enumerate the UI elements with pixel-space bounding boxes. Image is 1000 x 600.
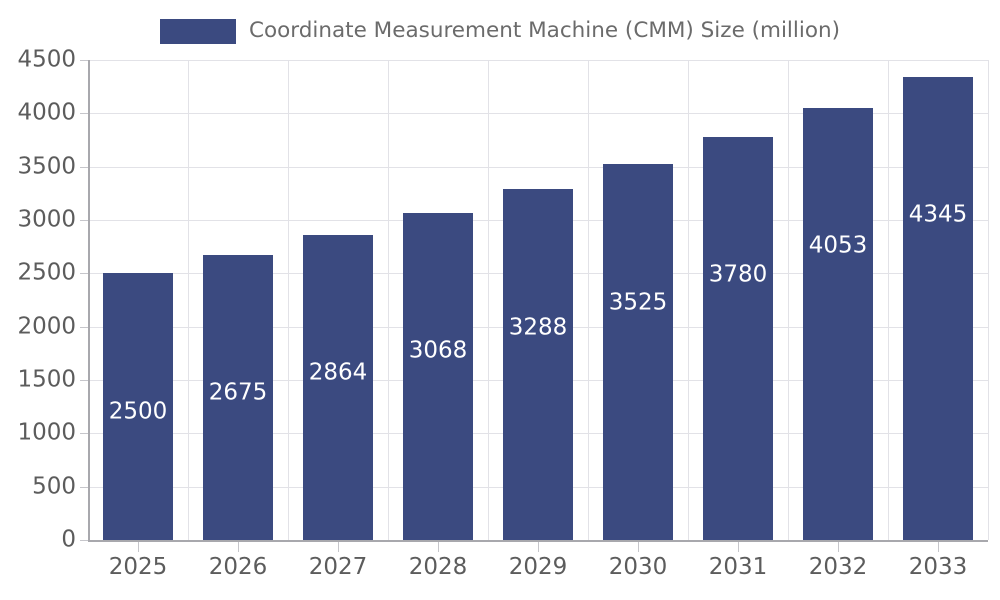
y-axis-tick-label: 2500 xyxy=(17,259,76,286)
bar-value-label: 4345 xyxy=(908,201,968,228)
y-axis-tick-label: 4000 xyxy=(17,99,76,126)
y-axis-tick-label: 3000 xyxy=(17,206,76,233)
bar-value-label: 2500 xyxy=(108,398,168,425)
y-axis-spine xyxy=(88,60,90,541)
y-axis-tick-mark xyxy=(80,60,88,61)
bar[interactable] xyxy=(703,136,773,540)
x-axis-tick-mark xyxy=(238,542,239,552)
x-axis-tick-label: 2029 xyxy=(508,554,568,580)
y-axis-tick-label: 4500 xyxy=(17,46,76,73)
gridline-vertical xyxy=(688,60,689,540)
bar-value-label: 2675 xyxy=(208,379,268,406)
gridline-horizontal xyxy=(88,60,988,61)
y-axis-labels: 0 500 1000 1500 2000 2500 3000 3500 4000 4500 xyxy=(0,0,76,600)
bar-value-label: 3068 xyxy=(408,337,468,364)
x-axis-tick-mark xyxy=(738,542,739,552)
gridline-vertical xyxy=(788,60,789,540)
gridline-vertical xyxy=(288,60,289,540)
gridline-vertical xyxy=(188,60,189,540)
gridline-horizontal xyxy=(88,166,988,168)
plot-area: 2500 2675 2864 3068 3288 3525 3780 4053 4345 xyxy=(88,60,989,541)
legend-item-cmm-size[interactable]: Coordinate Measurement Machine (CMM) Siz… xyxy=(159,18,841,44)
x-axis-spine xyxy=(88,540,988,542)
bar[interactable] xyxy=(903,76,973,540)
x-axis-tick-mark xyxy=(538,542,539,552)
bar[interactable] xyxy=(403,212,473,540)
bar-value-label: 2864 xyxy=(308,359,368,386)
x-axis-tick-mark xyxy=(438,542,439,552)
y-axis-tick-mark xyxy=(80,273,88,275)
x-axis-tick-label: 2028 xyxy=(408,554,468,580)
x-axis-tick-mark xyxy=(938,542,939,552)
y-axis-tick-label: 0 xyxy=(61,526,76,553)
x-axis-tick-label: 2032 xyxy=(808,554,868,580)
gridline-vertical xyxy=(888,60,889,540)
y-axis-tick-mark xyxy=(80,166,88,168)
x-axis-tick-label: 2026 xyxy=(208,554,268,580)
y-axis-tick-label: 500 xyxy=(32,473,76,500)
y-axis-tick-mark xyxy=(80,486,88,488)
y-axis-tick-label: 2000 xyxy=(17,313,76,340)
legend-swatch-icon xyxy=(159,18,236,44)
x-axis-tick-mark xyxy=(638,542,639,552)
x-axis-tick-label: 2025 xyxy=(108,554,168,580)
y-axis-tick-label: 1500 xyxy=(17,366,76,393)
gridline-vertical xyxy=(588,60,589,540)
y-axis-tick-mark xyxy=(80,326,88,328)
y-axis-tick-mark xyxy=(80,113,88,115)
x-axis-tick-label: 2030 xyxy=(608,554,668,580)
y-axis-tick-mark xyxy=(80,380,88,381)
bar[interactable] xyxy=(203,254,273,540)
bar[interactable] xyxy=(503,189,573,540)
y-axis-tick-label: 1000 xyxy=(17,419,76,446)
x-axis-tick-mark xyxy=(838,542,839,552)
bar[interactable] xyxy=(603,164,673,540)
gridline-vertical xyxy=(488,60,489,540)
x-axis-tick-label: 2027 xyxy=(308,554,368,580)
gridline-horizontal xyxy=(88,113,988,115)
legend-item-label: Coordinate Measurement Machine (CMM) Siz… xyxy=(248,18,841,44)
bar[interactable] xyxy=(303,234,373,540)
y-axis-tick-mark xyxy=(80,433,88,435)
bar[interactable] xyxy=(103,273,173,540)
x-axis-tick-label: 2031 xyxy=(708,554,768,580)
gridline-vertical xyxy=(388,60,389,540)
y-axis-tick-mark xyxy=(80,220,88,221)
x-axis-tick-label: 2033 xyxy=(908,554,968,580)
gridline-vertical xyxy=(988,60,989,540)
chart-legend: Coordinate Measurement Machine (CMM) Siz… xyxy=(0,14,1000,48)
bar-value-label: 3780 xyxy=(708,261,768,288)
x-axis-tick-mark xyxy=(338,542,339,552)
bar-value-label: 4053 xyxy=(808,232,868,259)
y-axis-tick-mark xyxy=(80,540,88,541)
bar-value-label: 3288 xyxy=(508,314,568,341)
y-axis-tick-label: 3500 xyxy=(17,153,76,180)
x-axis-tick-mark xyxy=(138,542,139,552)
bar-value-label: 3525 xyxy=(608,289,668,316)
bar[interactable] xyxy=(803,107,873,540)
